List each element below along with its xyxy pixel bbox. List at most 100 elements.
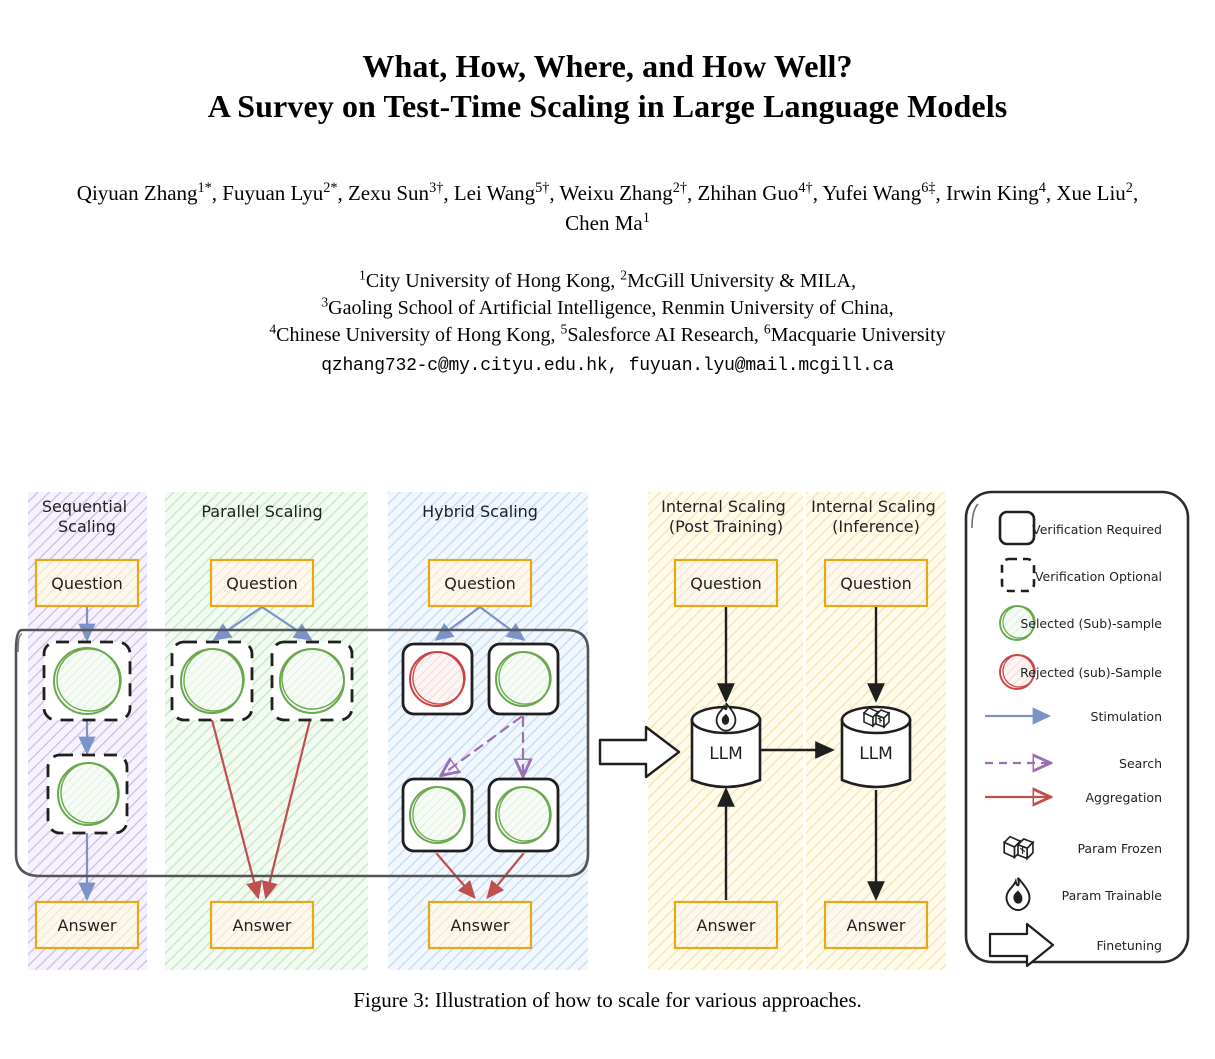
affiliation-index: 4 [269, 321, 277, 337]
edges-internal [717, 607, 885, 901]
figure-legend: Verification Required Verification Optio… [964, 490, 1190, 968]
edges-stimulation [78, 605, 526, 902]
column-header-internal-inference: Internal Scaling (Inference) [811, 497, 941, 536]
edge-par-q-to-s1 [212, 605, 264, 641]
sample-box-hyb-4-selected[interactable] [487, 777, 560, 853]
edge-par-q-to-s2 [260, 605, 313, 641]
page-title: What, How, Where, and How Well? A Survey… [0, 0, 1215, 126]
legend-item-param-frozen: Param Frozen [1002, 835, 1162, 861]
sample-box-hyb-2-selected[interactable] [487, 642, 560, 716]
answer-label: Answer [697, 916, 756, 935]
affiliation-index: 6 [763, 321, 771, 337]
edge-hyb-s2-to-s3 [443, 715, 523, 774]
sample-box-par-1[interactable] [170, 640, 254, 722]
answer-label: Answer [451, 916, 510, 935]
figure-caption: Figure 3: Illustration of how to scale f… [353, 988, 862, 1012]
column-header-parallel: Parallel Scaling [201, 502, 322, 521]
figure-3: Sequential Scaling Parallel Scaling Hybr… [0, 484, 1215, 984]
column-header-sequential: Sequential Scaling [42, 497, 132, 536]
edge-par-s1-to-answer [210, 718, 263, 900]
legend-item-rejected-subsample: Rejected (sub)-Sample [999, 654, 1162, 690]
answer-box-internal-inference[interactable]: Answer [823, 900, 929, 950]
author-mark: 2 [1125, 180, 1133, 196]
block-arrow-icon [988, 922, 1055, 968]
llm-post-training[interactable]: LLM [690, 702, 762, 789]
affiliation-index: 5 [560, 321, 568, 337]
answer-box-hybrid[interactable]: Answer [427, 900, 533, 950]
question-box-internal-post-training[interactable]: Question [673, 558, 779, 608]
question-label: Question [226, 574, 298, 593]
contact-emails[interactable]: qzhang732-c@my.cityu.edu.hk, fuyuan.lyu@… [321, 356, 894, 376]
legend-item-verification-required: Verification Required [998, 510, 1162, 546]
affiliation-index: 1 [359, 267, 366, 283]
author-mark: 4 [1038, 180, 1046, 196]
scaling-container [14, 628, 590, 878]
edge-hyb-q-to-s1 [434, 605, 482, 641]
sample-box-hyb-3-selected[interactable] [401, 777, 474, 853]
edge-par-s2-to-answer [261, 718, 312, 900]
question-box-internal-inference[interactable]: Question [823, 558, 929, 608]
author-mark: 4† [798, 180, 813, 196]
legend-label: Selected (Sub)-sample [1020, 616, 1162, 631]
question-label: Question [840, 574, 912, 593]
question-box-parallel[interactable]: Question [209, 558, 315, 608]
question-label: Question [444, 574, 516, 593]
legend-item-search: Search [985, 756, 1162, 771]
legend-label: Param Trainable [1062, 888, 1163, 903]
legend-label: Param Frozen [1077, 841, 1162, 856]
answer-box-parallel[interactable]: Answer [209, 900, 315, 950]
affiliation-index: 2 [620, 267, 628, 283]
legend-label: Rejected (sub)-Sample [1020, 665, 1162, 680]
sample-box-hyb-1-rejected[interactable] [401, 642, 474, 716]
question-boxes: Question Question Question Question Ques… [34, 558, 929, 608]
question-label: Question [51, 574, 123, 593]
legend-item-selected-subsample: Selected (Sub)-sample [999, 605, 1162, 641]
legend-label: Finetuning [1097, 938, 1162, 953]
legend-item-stimulation: Stimulation [985, 707, 1162, 725]
legend-item-param-trainable: Param Trainable [1005, 877, 1163, 912]
author-mark: 2† [672, 180, 688, 196]
answer-box-internal-post-training[interactable]: Answer [673, 900, 779, 950]
legend-item-aggregation: Aggregation [985, 790, 1162, 805]
column-header-internal-post-training: Internal Scaling (Post Training) [661, 497, 791, 536]
title-line-1: What, How, Where, and How Well? [362, 48, 853, 84]
question-label: Question [690, 574, 762, 593]
sample-boxes-parallel [170, 640, 354, 722]
column-header-sequential-l2: Scaling [58, 517, 116, 536]
title-line-2: A Survey on Test-Time Scaling in Large L… [207, 88, 1008, 124]
author-mark: 1 [642, 210, 650, 226]
author-list: Qiyuan Zhang1*, Fuyuan Lyu2*, Zexu Sun3†… [76, 180, 1139, 235]
answer-box-sequential[interactable]: Answer [34, 900, 140, 950]
author-mark: 1* [197, 180, 212, 196]
finetuning-block-arrow [598, 725, 681, 779]
affiliation-index: 3 [321, 294, 329, 310]
sample-box-seq-2[interactable] [46, 753, 129, 835]
column-header-hybrid: Hybrid Scaling [422, 502, 538, 521]
edges-search [443, 715, 523, 774]
legend-item-verification-optional: Verification Optional [1000, 557, 1162, 593]
sample-boxes-sequential [42, 640, 132, 835]
legend-label: Stimulation [1091, 709, 1162, 724]
sample-box-par-2[interactable] [270, 640, 354, 722]
author-mark: 3† [429, 180, 444, 196]
author-mark: 5† [535, 180, 550, 196]
question-box-hybrid[interactable]: Question [427, 558, 533, 608]
llm-inference[interactable]: LLM [840, 705, 912, 789]
ice-icon [862, 707, 891, 729]
legend-label: Aggregation [1085, 790, 1162, 805]
sample-box-seq-1[interactable] [42, 640, 132, 722]
flame-icon [715, 702, 737, 732]
question-box-sequential[interactable]: Question [34, 558, 140, 608]
author-mark: 6‡ [921, 180, 936, 196]
answer-label: Answer [58, 916, 117, 935]
author-mark: 2* [323, 180, 338, 196]
llm-label: LLM [859, 744, 893, 764]
flame-icon [1005, 877, 1031, 912]
affiliation-list: 1City University of Hong Kong, 2McGill U… [269, 267, 946, 346]
llm-label: LLM [709, 744, 743, 764]
answer-boxes: Answer Answer Answer Answer Answer [34, 900, 929, 950]
legend-label: Search [1119, 756, 1162, 771]
legend-label: Verification Optional [1035, 569, 1162, 584]
legend-label: Verification Required [1032, 522, 1162, 537]
sample-boxes-hybrid [401, 642, 560, 853]
